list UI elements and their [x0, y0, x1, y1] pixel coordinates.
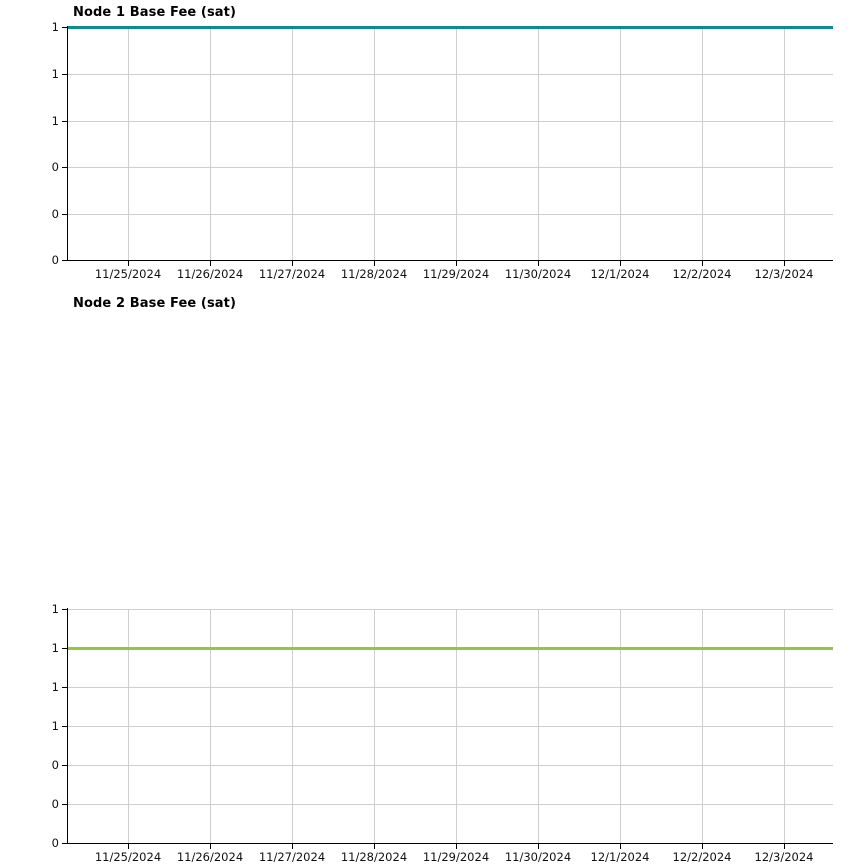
x-axis-label: 11/25/2024 [94, 850, 162, 864]
gridline-vertical [374, 609, 375, 843]
x-axis-label: 12/2/2024 [672, 850, 732, 864]
x-axis-label: 11/28/2024 [340, 267, 408, 281]
x-axis-label: 12/3/2024 [754, 267, 814, 281]
x-tick-mark [702, 260, 703, 266]
gridline-vertical [210, 609, 211, 843]
series-line-node-1 [68, 26, 833, 29]
series-line-node-2 [68, 647, 833, 650]
x-axis-label: 11/28/2024 [340, 850, 408, 864]
y-axis-label: 0 [51, 160, 59, 174]
y-axis-label: 1 [51, 67, 59, 81]
y-axis-label: 1 [51, 114, 59, 128]
x-axis-label: 11/29/2024 [422, 850, 490, 864]
x-axis-label: 11/27/2024 [258, 850, 326, 864]
gridline-vertical [456, 609, 457, 843]
chart-title-node-1: Node 1 Base Fee (sat) [73, 5, 237, 20]
gridline-vertical [784, 609, 785, 843]
x-tick-mark [538, 260, 539, 266]
gridline-horizontal [68, 726, 833, 727]
x-axis-label: 11/27/2024 [258, 267, 326, 281]
x-axis-label: 12/1/2024 [590, 850, 650, 864]
gridline-vertical [620, 27, 621, 260]
y-tick-mark [62, 74, 68, 75]
x-axis-label: 11/26/2024 [176, 267, 244, 281]
y-axis-label: 1 [51, 641, 59, 655]
y-axis-label: 1 [51, 680, 59, 694]
x-axis-label: 12/2/2024 [672, 267, 732, 281]
gridline-horizontal [68, 74, 833, 75]
x-tick-mark [210, 260, 211, 266]
gridline-vertical [128, 609, 129, 843]
y-axis-label: 1 [51, 719, 59, 733]
x-axis-line [67, 259, 833, 261]
gridline-horizontal [68, 687, 833, 688]
chart-panel-node-1: Node 1 Base Fee (sat) 1 1 1 0 0 0 [0, 0, 860, 290]
gridline-vertical [374, 27, 375, 260]
x-axis-label: 11/26/2024 [176, 850, 244, 864]
y-axis-label: 1 [51, 602, 59, 616]
gridline-horizontal [68, 609, 833, 610]
x-axis-label: 12/1/2024 [590, 267, 650, 281]
y-axis-label: 0 [51, 797, 59, 811]
gridline-vertical [702, 27, 703, 260]
gridline-vertical [620, 609, 621, 843]
y-axis-label: 0 [51, 253, 59, 267]
gridline-horizontal [68, 765, 833, 766]
x-axis-label: 11/25/2024 [94, 267, 162, 281]
x-axis-label: 11/30/2024 [504, 267, 572, 281]
y-axis-label: 0 [51, 836, 59, 850]
gridline-vertical [456, 27, 457, 260]
gridline-horizontal [68, 804, 833, 805]
x-axis-label: 12/3/2024 [754, 850, 814, 864]
x-axis-label: 11/29/2024 [422, 267, 490, 281]
y-axis-line [67, 608, 69, 844]
gridline-vertical [702, 609, 703, 843]
x-axis-line [67, 842, 833, 844]
gridline-vertical [210, 27, 211, 260]
gridline-vertical [538, 27, 539, 260]
y-axis-line [67, 26, 69, 261]
chart-panel-node-2: Node 2 Base Fee (sat) 1 1 1 1 0 0 0 [0, 291, 860, 864]
y-tick-mark [62, 167, 68, 168]
x-tick-mark [128, 260, 129, 266]
y-tick-mark [62, 121, 68, 122]
x-axis-label: 11/30/2024 [504, 850, 572, 864]
gridline-horizontal [68, 214, 833, 215]
gridline-vertical [292, 609, 293, 843]
gridline-vertical [292, 27, 293, 260]
gridline-horizontal [68, 167, 833, 168]
x-tick-mark [620, 260, 621, 266]
y-axis-label: 0 [51, 758, 59, 772]
gridline-vertical [128, 27, 129, 260]
x-tick-mark [456, 260, 457, 266]
plot-background [68, 27, 833, 260]
chart-title-node-2: Node 2 Base Fee (sat) [73, 296, 237, 311]
y-tick-mark [62, 260, 68, 261]
plot-area-node-1: 1 1 1 0 0 0 11/25/2024 11/26/2024 [52, 20, 833, 281]
y-axis-label: 1 [51, 20, 59, 34]
x-tick-mark [374, 260, 375, 266]
gridline-vertical [538, 609, 539, 843]
gridline-horizontal [68, 121, 833, 122]
gridline-vertical [784, 27, 785, 260]
x-tick-mark [784, 260, 785, 266]
y-axis-label: 0 [51, 207, 59, 221]
y-tick-mark [62, 27, 68, 28]
x-tick-mark [292, 260, 293, 266]
y-tick-mark [62, 214, 68, 215]
plot-area-node-2: 1 1 1 1 0 0 0 11/25/2024 11/26/2 [52, 602, 833, 864]
